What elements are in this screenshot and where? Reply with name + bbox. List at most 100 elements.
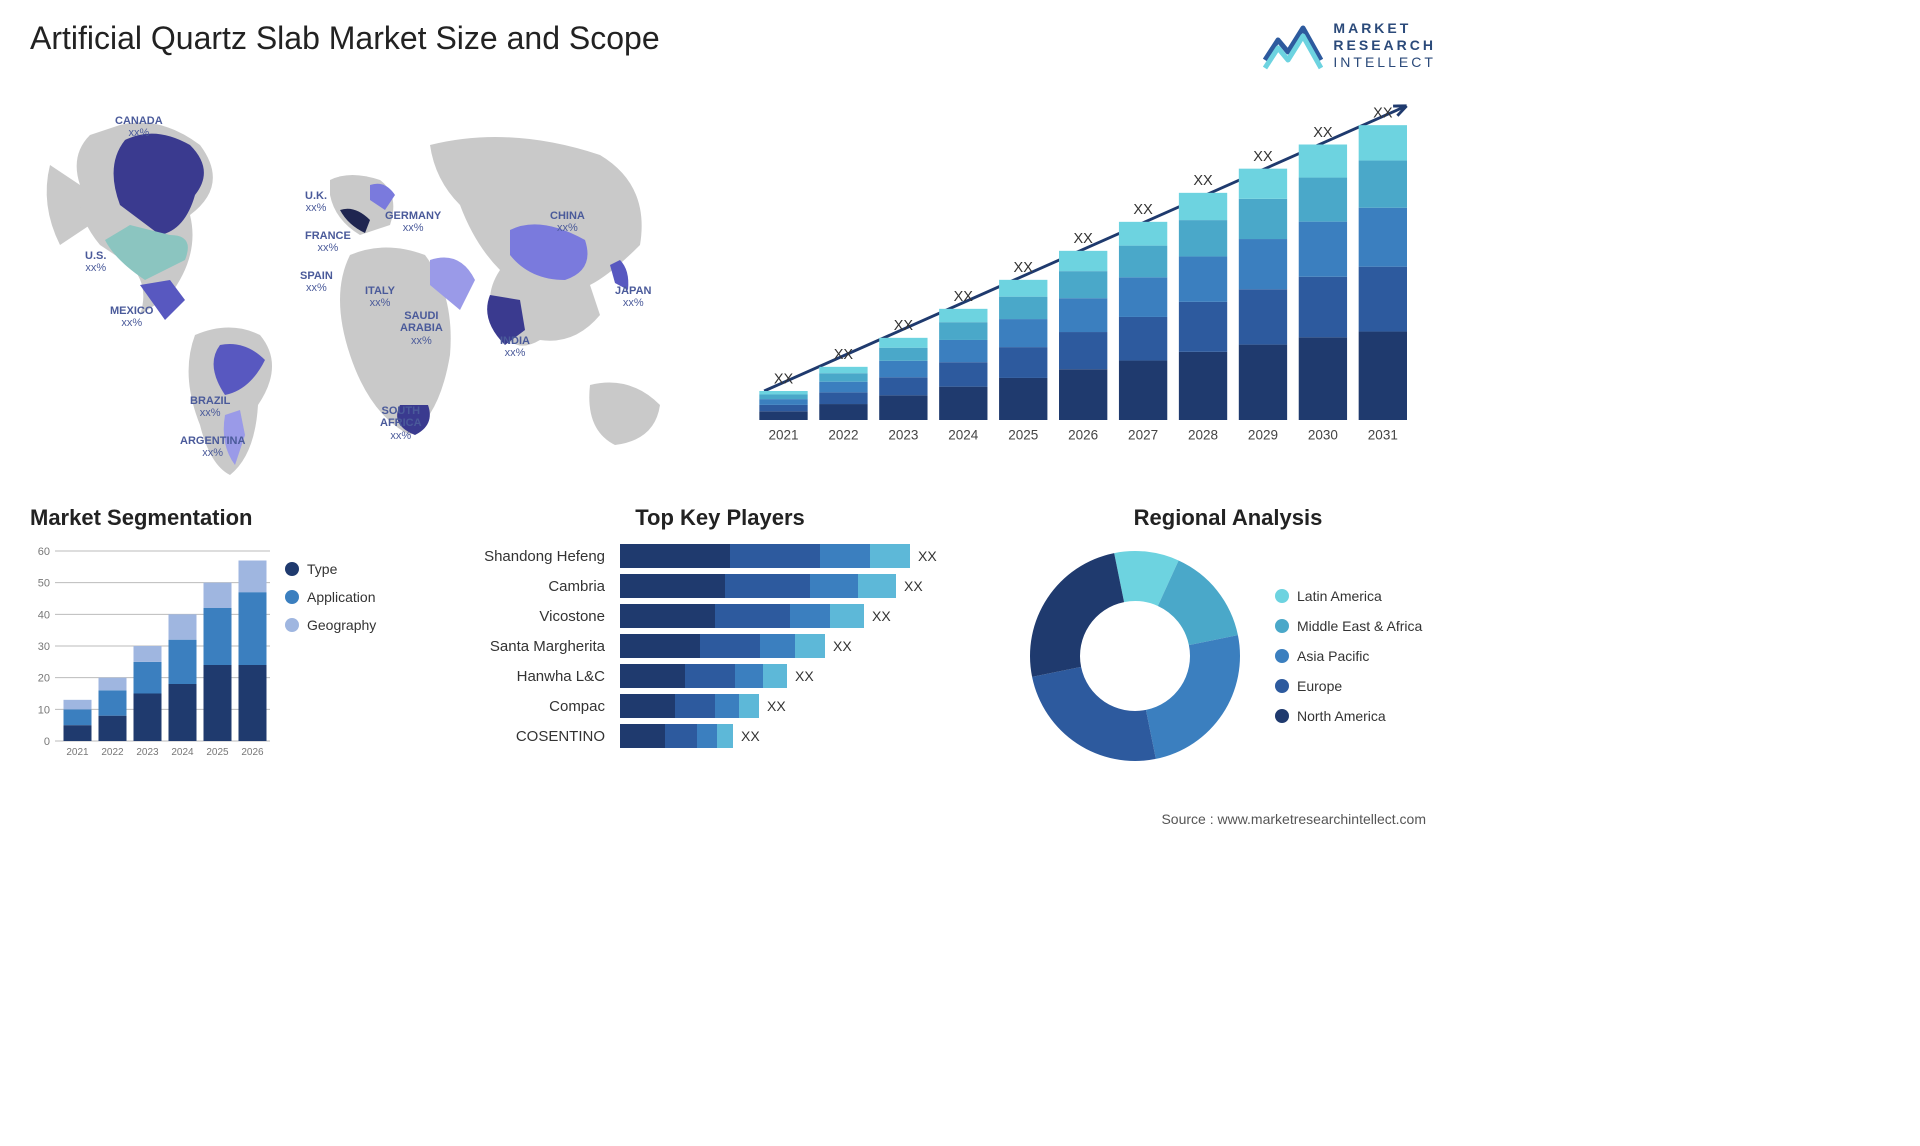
growth-bar-segment [1119, 317, 1167, 361]
svg-text:20: 20 [38, 673, 50, 685]
segmentation-title: Market Segmentation [30, 505, 420, 531]
legend-label: Europe [1297, 678, 1342, 694]
source-text: Source : www.marketresearchintellect.com [1161, 811, 1426, 827]
growth-bar-segment [1359, 332, 1407, 420]
seg-bar-segment [204, 665, 232, 741]
growth-bar-segment [1179, 193, 1227, 220]
regional-legend-item: North America [1275, 708, 1422, 724]
regional-legend-item: Europe [1275, 678, 1422, 694]
legend-label: North America [1297, 708, 1386, 724]
map-label: BRAZILxx% [190, 395, 230, 419]
growth-bar-segment [1359, 267, 1407, 332]
growth-bar-segment [1299, 222, 1347, 277]
growth-bar-segment [1179, 302, 1227, 352]
player-name: Vicostone [450, 608, 610, 625]
growth-bar-segment [939, 387, 987, 420]
map-label: ITALYxx% [365, 285, 395, 309]
growth-bar-segment [1119, 222, 1167, 246]
growth-year-label: 2025 [1008, 428, 1038, 443]
player-bar [620, 694, 759, 718]
growth-bar-segment [819, 382, 867, 393]
growth-bar-segment [1239, 239, 1287, 289]
player-row: Santa MargheritaXX [450, 631, 990, 661]
player-value: XX [833, 638, 852, 654]
growth-bar-segment [879, 378, 927, 396]
players-block: Top Key Players Shandong HefengXXCambria… [450, 505, 990, 751]
growth-year-label: 2024 [948, 428, 979, 443]
donut-chart [1020, 541, 1250, 771]
svg-text:2021: 2021 [66, 747, 89, 758]
growth-bar-segment [1059, 299, 1107, 333]
player-name: Shandong Hefeng [450, 548, 610, 565]
map-label: GERMANYxx% [385, 210, 441, 234]
map-label: INDIAxx% [500, 335, 530, 359]
player-bar-segment [620, 604, 715, 628]
player-bar-segment [715, 694, 739, 718]
player-bar [620, 724, 733, 748]
growth-bar-segment [1179, 220, 1227, 256]
svg-text:60: 60 [38, 546, 50, 558]
legend-swatch [1275, 709, 1289, 723]
svg-text:10: 10 [38, 705, 50, 717]
growth-bar-segment [1119, 278, 1167, 318]
legend-label: Application [307, 589, 376, 605]
top-row: CANADAxx%U.S.xx%MEXICOxx%BRAZILxx%ARGENT… [30, 85, 1436, 485]
player-row: CambriaXX [450, 571, 990, 601]
svg-text:30: 30 [38, 641, 50, 653]
regional-legend-item: Asia Pacific [1275, 648, 1422, 664]
map-label: JAPANxx% [615, 285, 651, 309]
map-label: MEXICOxx% [110, 305, 153, 329]
legend-label: Geography [307, 617, 376, 633]
player-row: Shandong HefengXX [450, 541, 990, 571]
growth-bar-segment [1239, 199, 1287, 239]
seg-bar-segment [239, 665, 267, 741]
page-title: Artificial Quartz Slab Market Size and S… [30, 20, 660, 57]
growth-year-label: 2022 [828, 428, 858, 443]
map-label: SAUDIARABIAxx% [400, 310, 443, 346]
segmentation-chart: 0102030405060202120222023202420252026 [30, 541, 270, 761]
growth-bar-segment [939, 323, 987, 341]
player-bar-segment [700, 634, 760, 658]
player-row: Hanwha L&CXX [450, 661, 990, 691]
legend-label: Asia Pacific [1297, 648, 1369, 664]
player-bar-segment [760, 634, 795, 658]
legend-label: Middle East & Africa [1297, 618, 1422, 634]
growth-bar-segment [1239, 169, 1287, 199]
player-bar-segment [675, 694, 715, 718]
player-value: XX [795, 668, 814, 684]
growth-bar-chart: XX2021XX2022XX2023XX2024XX2025XX2026XX20… [740, 85, 1436, 465]
growth-bar-segment [999, 319, 1047, 347]
growth-bar-segment [819, 404, 867, 420]
growth-year-label: 2029 [1248, 428, 1278, 443]
growth-value-label: XX [1313, 125, 1333, 141]
player-bar-segment [870, 544, 910, 568]
map-label: CANADAxx% [115, 115, 163, 139]
player-bar-segment [739, 694, 759, 718]
growth-value-label: XX [1373, 106, 1393, 122]
growth-bar-segment [759, 412, 807, 421]
seg-bar-segment [99, 678, 127, 691]
regional-legend-item: Latin America [1275, 588, 1422, 604]
player-bar-segment [717, 724, 733, 748]
growth-value-label: XX [1014, 260, 1034, 276]
growth-bar-segment [999, 348, 1047, 379]
player-bar-segment [790, 604, 830, 628]
player-name: Cambria [450, 578, 610, 595]
growth-bar-segment [1359, 126, 1407, 161]
seg-legend-item: Type [285, 561, 376, 577]
growth-year-label: 2031 [1368, 428, 1398, 443]
growth-bar-segment [1119, 361, 1167, 420]
map-label: CHINAxx% [550, 210, 585, 234]
growth-bar-segment [759, 395, 807, 400]
player-bar-segment [685, 664, 735, 688]
player-value: XX [872, 608, 891, 624]
player-bar-segment [665, 724, 697, 748]
growth-value-label: XX [1253, 149, 1273, 165]
donut-slice [1146, 636, 1240, 760]
growth-bar-segment [819, 367, 867, 373]
growth-bar-segment [1059, 272, 1107, 299]
seg-bar-segment [64, 726, 92, 742]
growth-bar-segment [999, 378, 1047, 420]
donut-slice [1032, 667, 1156, 761]
player-bar-segment [620, 544, 730, 568]
